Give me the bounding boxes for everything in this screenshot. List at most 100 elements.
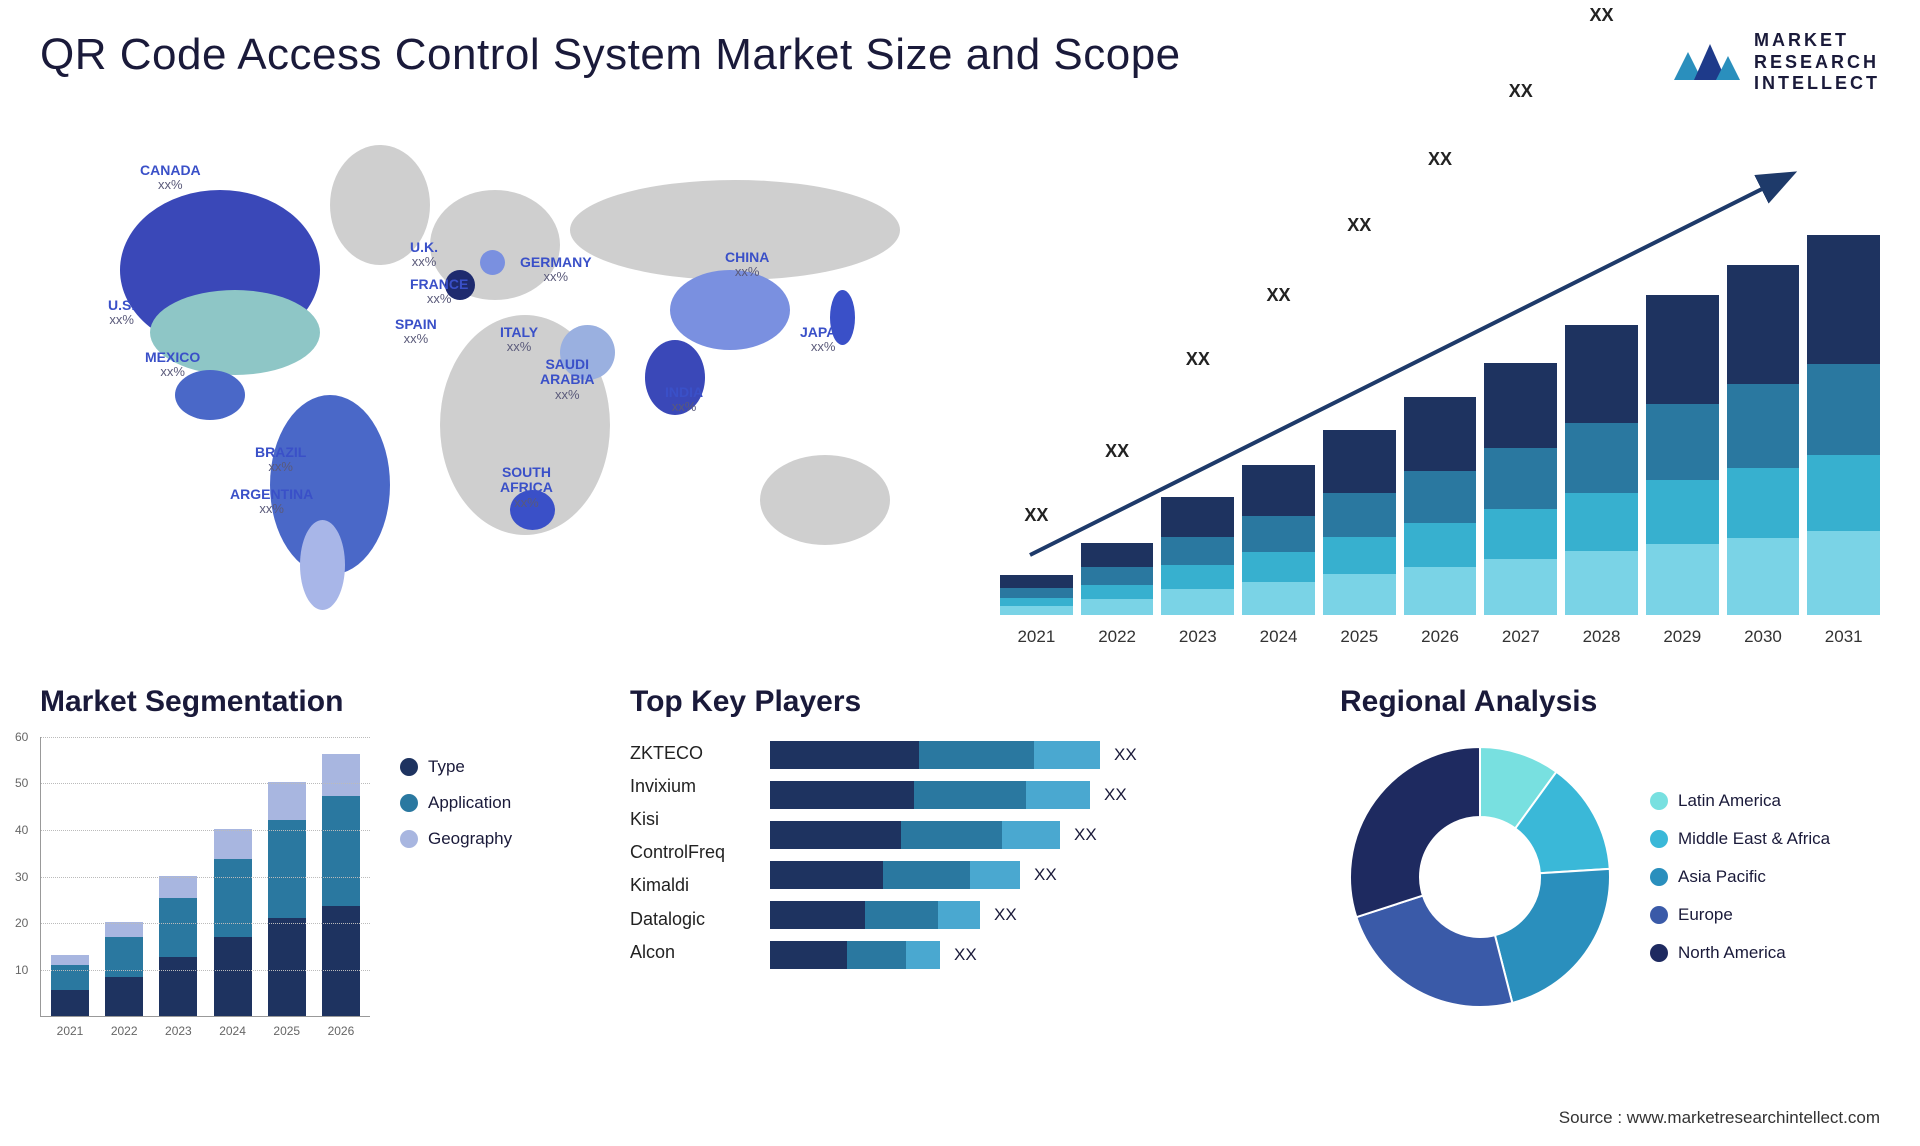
- legend-item: Europe: [1650, 905, 1830, 925]
- growth-year-label: 2027: [1484, 627, 1557, 647]
- logo-line3: INTELLECT: [1754, 73, 1880, 95]
- player-value: XX: [994, 905, 1017, 925]
- growth-bar-value: XX: [1347, 215, 1371, 236]
- legend-item: North America: [1650, 943, 1830, 963]
- growth-chart: XXXXXXXXXXXXXXXXXXXXXX 20212022202320242…: [1000, 135, 1880, 655]
- map-label: CANADAxx%: [140, 163, 201, 193]
- map-label: U.K.xx%: [410, 240, 438, 270]
- segmentation-chart: 202120222023202420252026 102030405060: [40, 737, 370, 1017]
- growth-year-label: 2022: [1081, 627, 1154, 647]
- player-bar-row: XX: [770, 941, 1310, 969]
- map-label: CHINAxx%: [725, 250, 769, 280]
- player-value: XX: [954, 945, 977, 965]
- seg-year-label: 2025: [268, 1024, 306, 1038]
- players-bars: XX XX XX XX XX XX: [770, 737, 1310, 969]
- player-name: Kimaldi: [630, 875, 750, 896]
- map-label: BRAZILxx%: [255, 445, 306, 475]
- player-name: Datalogic: [630, 909, 750, 930]
- seg-bar: [322, 754, 360, 1015]
- growth-bar: XX: [1646, 295, 1719, 615]
- players-names: ZKTECO Invixium Kisi ControlFreq Kimaldi Data…: [630, 737, 750, 969]
- growth-year-label: 2031: [1807, 627, 1880, 647]
- growth-bar-value: XX: [1186, 349, 1210, 370]
- player-bar-row: XX: [770, 741, 1310, 769]
- player-value: XX: [1114, 745, 1137, 765]
- legend-item: Type: [400, 757, 512, 777]
- seg-ytick: 60: [15, 730, 28, 744]
- map-label: GERMANYxx%: [520, 255, 592, 285]
- seg-ytick: 20: [15, 916, 28, 930]
- seg-year-label: 2021: [51, 1024, 89, 1038]
- regional-donut: [1340, 737, 1620, 1017]
- growth-year-label: 2029: [1646, 627, 1719, 647]
- growth-bar-value: XX: [1267, 285, 1291, 306]
- growth-year-label: 2026: [1404, 627, 1477, 647]
- map-label: INDIAxx%: [665, 385, 703, 415]
- players-panel: Top Key Players ZKTECO Invixium Kisi Contro…: [630, 685, 1310, 1017]
- player-bar-row: XX: [770, 861, 1310, 889]
- growth-year-label: 2028: [1565, 627, 1638, 647]
- logo-icon: [1672, 32, 1742, 92]
- regional-panel: Regional Analysis Latin AmericaMiddle Ea…: [1340, 685, 1880, 1017]
- growth-bar: XX: [1000, 575, 1073, 615]
- map-label: U.S.xx%: [108, 298, 135, 328]
- growth-bar: XX: [1565, 325, 1638, 615]
- player-bar-row: XX: [770, 781, 1310, 809]
- seg-bar: [105, 922, 143, 1015]
- growth-bar-value: XX: [1024, 505, 1048, 526]
- growth-bar: XX: [1323, 430, 1396, 615]
- logo: MARKET RESEARCH INTELLECT: [1672, 30, 1880, 95]
- players-title: Top Key Players: [630, 685, 1310, 719]
- growth-bar: XX: [1161, 497, 1234, 615]
- source-text: Source : www.marketresearchintellect.com: [1559, 1108, 1880, 1128]
- map-label: SAUDIARABIAxx%: [540, 357, 594, 402]
- player-bar-row: XX: [770, 901, 1310, 929]
- seg-bar: [159, 876, 197, 1016]
- player-name: Invixium: [630, 776, 750, 797]
- growth-year-label: 2021: [1000, 627, 1073, 647]
- logo-line2: RESEARCH: [1754, 52, 1880, 74]
- growth-year-label: 2024: [1242, 627, 1315, 647]
- legend-item: Asia Pacific: [1650, 867, 1830, 887]
- regional-title: Regional Analysis: [1340, 685, 1880, 719]
- growth-bar: XX: [1484, 363, 1557, 615]
- player-name: ControlFreq: [630, 842, 750, 863]
- legend-item: Middle East & Africa: [1650, 829, 1830, 849]
- segmentation-legend: TypeApplicationGeography: [400, 737, 512, 1017]
- map-label: MEXICOxx%: [145, 350, 200, 380]
- seg-ytick: 10: [15, 963, 28, 977]
- seg-year-label: 2022: [105, 1024, 143, 1038]
- player-name: Alcon: [630, 942, 750, 963]
- player-name: ZKTECO: [630, 743, 750, 764]
- map-label: ITALYxx%: [500, 325, 538, 355]
- player-name: Kisi: [630, 809, 750, 830]
- growth-bar: XX: [1242, 465, 1315, 615]
- map-label: ARGENTINAxx%: [230, 487, 313, 517]
- map-label: FRANCExx%: [410, 277, 468, 307]
- player-value: XX: [1034, 865, 1057, 885]
- seg-ytick: 40: [15, 823, 28, 837]
- seg-year-label: 2024: [214, 1024, 252, 1038]
- seg-bar: [51, 955, 89, 1016]
- growth-bar: XX: [1081, 543, 1154, 615]
- seg-year-label: 2026: [322, 1024, 360, 1038]
- map-label: SOUTHAFRICAxx%: [500, 465, 553, 510]
- player-bar-row: XX: [770, 821, 1310, 849]
- growth-year-label: 2030: [1727, 627, 1800, 647]
- player-value: XX: [1104, 785, 1127, 805]
- segmentation-title: Market Segmentation: [40, 685, 600, 719]
- growth-bar-value: XX: [1428, 149, 1452, 170]
- growth-bar-value: XX: [1105, 441, 1129, 462]
- world-map: CANADAxx% U.S.xx% MEXICOxx% BRAZILxx% ARGENT…: [40, 135, 960, 655]
- logo-line1: MARKET: [1754, 30, 1880, 52]
- player-value: XX: [1074, 825, 1097, 845]
- map-label: JAPANxx%: [800, 325, 846, 355]
- seg-ytick: 50: [15, 776, 28, 790]
- seg-bar: [268, 782, 306, 1015]
- growth-bar: XX: [1727, 265, 1800, 615]
- page-title: QR Code Access Control System Market Siz…: [40, 30, 1181, 80]
- legend-item: Application: [400, 793, 512, 813]
- segmentation-panel: Market Segmentation 20212022202320242025…: [40, 685, 600, 1017]
- growth-bar: XX: [1404, 397, 1477, 615]
- growth-bar-value: XX: [1509, 81, 1533, 102]
